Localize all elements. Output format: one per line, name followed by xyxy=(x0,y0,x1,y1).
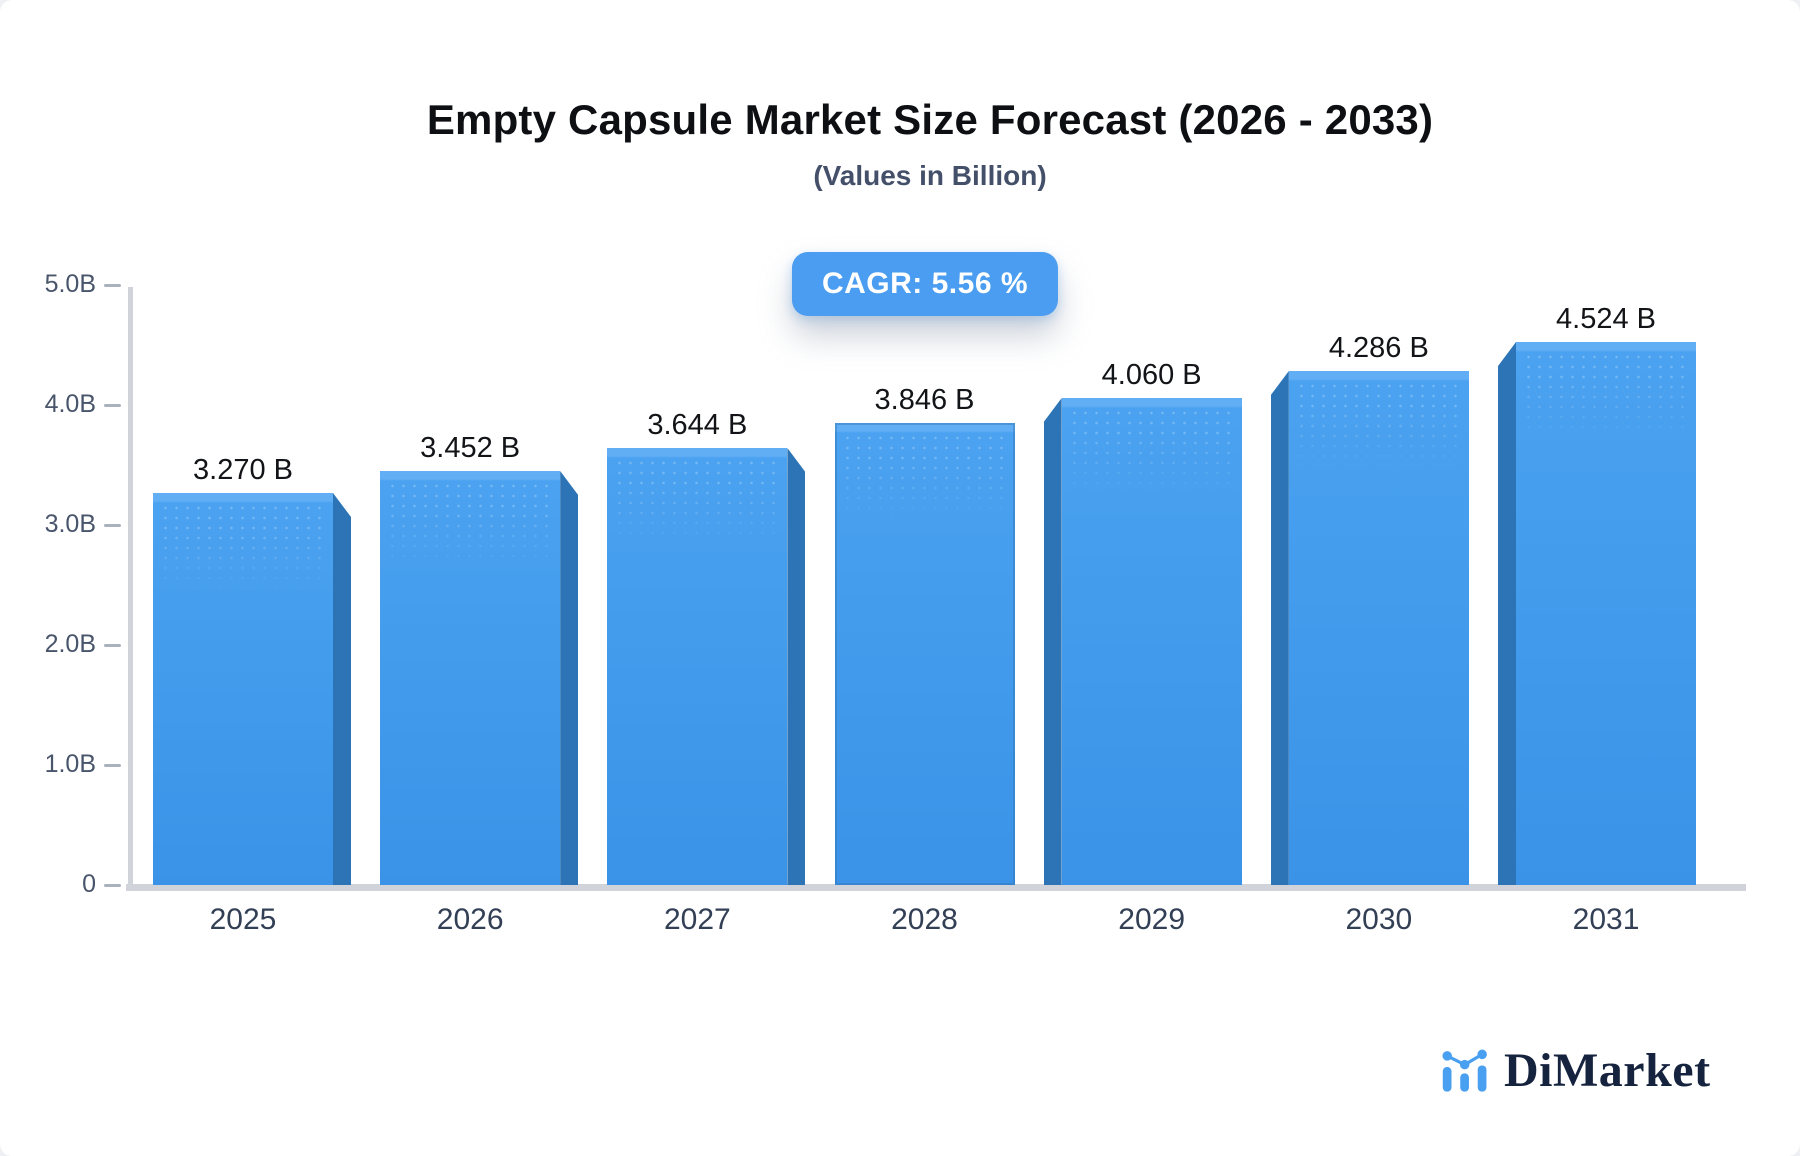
x-axis-category-label: 2027 xyxy=(663,903,731,936)
bar-value-label: 3.270 B xyxy=(193,454,293,486)
bar-halftone-texture xyxy=(1523,352,1690,444)
y-axis-tick-mark xyxy=(104,764,121,767)
y-axis-line xyxy=(128,287,133,888)
bar-front-face xyxy=(834,423,1015,885)
bar-2026 xyxy=(380,471,579,885)
bar-2029 xyxy=(1043,398,1242,885)
bar-3d-side xyxy=(560,471,579,885)
bar-3d-side xyxy=(333,493,351,885)
x-axis-category-label: 2028 xyxy=(891,903,958,936)
chart-subtitle: (Values in Billion) xyxy=(813,160,1047,191)
y-axis-tick-label: 4.0B xyxy=(44,390,96,418)
bar-front-face xyxy=(1288,371,1469,885)
bar-halftone-texture xyxy=(160,503,326,595)
bar-halftone-texture xyxy=(841,433,1008,525)
bar-halftone-texture xyxy=(387,481,554,573)
bar-halftone-texture xyxy=(1295,381,1462,473)
bar-front-face xyxy=(153,493,333,885)
x-axis-baseline xyxy=(126,884,1746,891)
bar-value-label: 4.524 B xyxy=(1556,303,1657,335)
chart-title: Empty Capsule Market Size Forecast (2026… xyxy=(426,96,1434,143)
bar-2030 xyxy=(1270,371,1469,885)
y-axis-tick-label: 2.0B xyxy=(44,630,96,658)
y-axis-tick-mark xyxy=(104,644,121,647)
bar-value-label: 3.644 B xyxy=(647,409,748,441)
y-axis-tick-mark xyxy=(104,284,121,287)
x-axis-category-label: 2030 xyxy=(1345,903,1413,936)
y-axis-tick-label: 0 xyxy=(82,870,96,898)
bar-value-label: 4.286 B xyxy=(1328,332,1429,364)
bar-2031 xyxy=(1498,342,1697,885)
y-axis-tick-mark xyxy=(104,884,121,887)
bar-front-face xyxy=(607,448,788,885)
x-axis-category-label: 2026 xyxy=(436,903,504,936)
combo-chart-icon xyxy=(1442,1049,1487,1092)
bar-front-face xyxy=(1061,398,1242,885)
bar-front-face xyxy=(380,471,561,885)
bar-3d-side xyxy=(1270,371,1289,885)
y-axis-tick-mark xyxy=(104,404,121,407)
y-axis-tick-mark xyxy=(104,524,121,527)
bar-value-label: 3.846 B xyxy=(874,384,975,416)
x-axis-category-label: 2025 xyxy=(209,903,277,936)
bar-front-face xyxy=(1516,342,1697,885)
brand-name: DiMarket xyxy=(1504,1044,1711,1097)
bar-3d-side xyxy=(1498,342,1517,885)
cagr-badge: CAGR: 5.56 % xyxy=(791,252,1059,316)
bar-2025 xyxy=(153,493,351,885)
brand-logo: DiMarket xyxy=(1438,1038,1711,1104)
x-axis-category-label: 2031 xyxy=(1572,903,1640,936)
x-axis-category-label: 2029 xyxy=(1118,903,1186,936)
bar-halftone-texture xyxy=(614,458,781,550)
bar-2027 xyxy=(607,448,806,885)
y-axis-tick-label: 3.0B xyxy=(44,510,96,538)
y-axis-tick-label: 1.0B xyxy=(44,750,96,778)
bar-halftone-texture xyxy=(1068,408,1235,500)
y-axis-tick-label: 5.0B xyxy=(44,270,96,298)
bar-3d-side xyxy=(1043,398,1062,885)
bar-value-label: 3.452 B xyxy=(420,432,521,464)
bar-2028 xyxy=(834,423,1015,885)
bar-value-label: 4.060 B xyxy=(1101,359,1202,391)
bar-3d-side xyxy=(787,448,806,885)
